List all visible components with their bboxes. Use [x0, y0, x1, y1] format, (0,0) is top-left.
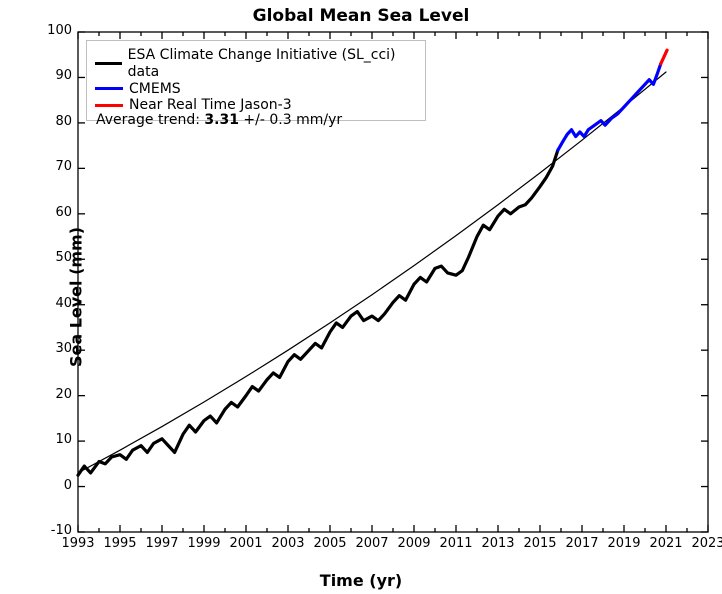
y-tick-label: 30	[32, 341, 72, 356]
y-tick-label: 100	[32, 23, 72, 38]
sea-level-chart: Global Mean Sea Level Sea Level (mm) Tim…	[0, 0, 722, 594]
x-axis-label: Time (yr)	[0, 571, 722, 590]
y-tick-label: -10	[32, 523, 72, 538]
x-tick-label: 2003	[268, 536, 308, 551]
y-tick-label: 70	[32, 159, 72, 174]
x-tick-label: 2009	[394, 536, 434, 551]
x-tick-label: 2023	[688, 536, 722, 551]
y-tick-label: 40	[32, 296, 72, 311]
chart-title: Global Mean Sea Level	[0, 6, 722, 26]
x-tick-label: 2011	[436, 536, 476, 551]
x-tick-label: 2013	[478, 536, 518, 551]
trend-annotation: Average trend: 3.31 +/- 0.3 mm/yr	[96, 112, 342, 128]
x-tick-label: 2005	[310, 536, 350, 551]
x-tick-label: 2007	[352, 536, 392, 551]
legend-swatch	[95, 62, 122, 65]
legend-label: ESA Climate Change Initiative (SL_cci) d…	[128, 47, 417, 81]
x-tick-label: 2001	[226, 536, 266, 551]
x-tick-label: 1995	[100, 536, 140, 551]
x-tick-label: 2017	[562, 536, 602, 551]
x-tick-label: 1993	[58, 536, 98, 551]
y-tick-label: 80	[32, 114, 72, 129]
y-tick-label: 90	[32, 68, 72, 83]
legend-label: CMEMS	[129, 81, 181, 98]
legend-swatch	[95, 104, 123, 107]
trend-suffix: +/- 0.3 mm/yr	[239, 112, 342, 128]
legend-item: CMEMS	[95, 81, 417, 98]
y-tick-label: 10	[32, 432, 72, 447]
x-tick-label: 2021	[646, 536, 686, 551]
y-tick-label: 50	[32, 250, 72, 265]
x-tick-label: 1999	[184, 536, 224, 551]
trend-value: 3.31	[204, 112, 239, 128]
y-tick-label: 20	[32, 387, 72, 402]
x-tick-label: 2019	[604, 536, 644, 551]
legend-swatch	[95, 87, 123, 90]
trend-prefix: Average trend:	[96, 112, 204, 128]
legend: ESA Climate Change Initiative (SL_cci) d…	[86, 40, 426, 121]
y-tick-label: 60	[32, 205, 72, 220]
y-tick-label: 0	[32, 478, 72, 493]
x-tick-label: 1997	[142, 536, 182, 551]
legend-item: ESA Climate Change Initiative (SL_cci) d…	[95, 47, 417, 81]
x-tick-label: 2015	[520, 536, 560, 551]
